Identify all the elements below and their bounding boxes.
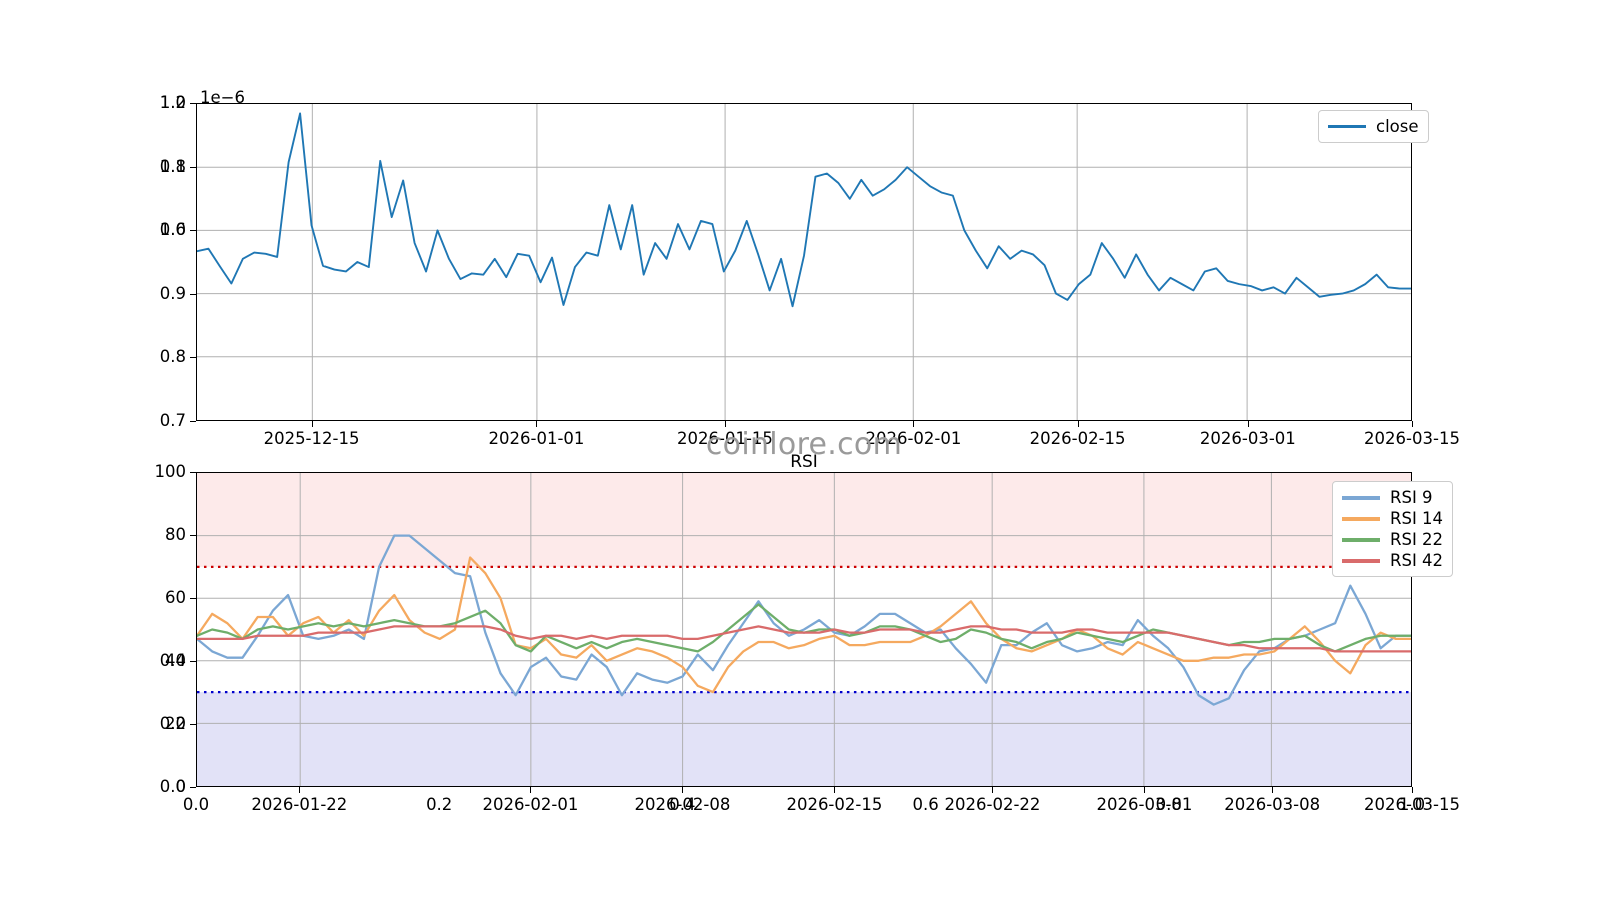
coinlore-watermark: coinlore.com bbox=[705, 427, 903, 462]
rsi-x-tick-label: 2026-02-22 bbox=[944, 795, 1041, 814]
price-y-tick-label: 0.9 bbox=[159, 283, 186, 303]
price-x-tickmark bbox=[311, 421, 313, 427]
rsi-x-tick-label: 2026-03-15 bbox=[1364, 795, 1460, 814]
rsi-y-tickmark bbox=[190, 598, 196, 599]
rsi-y-tickmark bbox=[190, 535, 196, 536]
rsi-y-tickmark bbox=[190, 724, 196, 725]
rsi-y-tick-label: 60 bbox=[165, 587, 186, 607]
rsi-x-tick-label: 2026-02-15 bbox=[786, 795, 883, 814]
legend-color-swatch bbox=[1342, 558, 1380, 563]
rsi-x-tickmark bbox=[530, 787, 532, 793]
rsi-x-tick-label: 2026-01-22 bbox=[251, 795, 348, 814]
price-y-overlay-tick-label: 1.0 bbox=[159, 92, 186, 112]
price-line-chart bbox=[197, 104, 1411, 420]
rsi-x-tickmark bbox=[1144, 787, 1146, 793]
rsi-y-tick-label: 20 bbox=[165, 713, 186, 733]
price-chart-legend: close bbox=[1318, 110, 1429, 143]
price-y-tick-label: 0.7 bbox=[159, 410, 186, 430]
price-x-tick-label: 2026-02-01 bbox=[865, 429, 962, 448]
price-y-tick-label: 1.1 bbox=[159, 156, 186, 176]
price-plot-area bbox=[196, 103, 1412, 421]
price-x-tickmark bbox=[536, 421, 538, 427]
rsi-x-tickmark bbox=[682, 787, 684, 793]
price-axis-offset-text: 1e−6 bbox=[200, 88, 245, 107]
legend-item-label: RSI 42 bbox=[1390, 551, 1444, 570]
legend-item-label: RSI 9 bbox=[1390, 488, 1433, 507]
rsi-x-overlay-tick-label: 0.6 bbox=[912, 795, 939, 814]
rsi-y-tickmark bbox=[190, 661, 196, 662]
rsi-x-overlay-tick-label: 0.2 bbox=[426, 795, 453, 814]
legend-item-label: RSI 22 bbox=[1390, 530, 1444, 549]
price-y-tick-label: 1.2 bbox=[159, 92, 186, 112]
rsi-x-tickmark bbox=[992, 787, 994, 793]
price-y-overlay-tick-label: 0.6 bbox=[159, 219, 186, 239]
rsi-x-overlay-tick-label: 0.4 bbox=[669, 795, 696, 814]
legend-item[interactable]: RSI 22 bbox=[1342, 529, 1443, 550]
price-x-tick-label: 2026-03-01 bbox=[1199, 429, 1296, 448]
price-x-tickmark bbox=[724, 421, 726, 427]
price-y-tickmark bbox=[190, 166, 196, 168]
price-x-tick-label: 2026-01-15 bbox=[677, 429, 773, 448]
rsi-y-overlay-tick-label: 0.2 bbox=[159, 713, 186, 733]
legend-color-swatch bbox=[1328, 125, 1366, 128]
price-y-tickmark bbox=[190, 103, 196, 104]
rsi-x-tick-label: 2026-02-01 bbox=[482, 795, 579, 814]
price-y-overlay-tick-label: 0.8 bbox=[159, 156, 186, 176]
price-x-tick-label: 2026-03-15 bbox=[1364, 429, 1460, 448]
rsi-x-overlay-tick-label: 0.8 bbox=[1155, 795, 1182, 814]
price-y-tick-label: 1.0 bbox=[159, 219, 186, 239]
price-x-tickmark bbox=[1412, 421, 1413, 427]
price-x-tick-label: 2026-01-01 bbox=[488, 429, 585, 448]
rsi-x-tickmark bbox=[1272, 787, 1274, 793]
rsi-chart-legend: RSI 9 RSI 14 RSI 22 RSI 42 bbox=[1332, 481, 1454, 577]
legend-color-swatch bbox=[1342, 516, 1380, 521]
price-x-tick-label: 2025-12-15 bbox=[263, 429, 360, 448]
legend-item[interactable]: RSI 42 bbox=[1342, 550, 1443, 571]
legend-item-label: RSI 14 bbox=[1390, 509, 1444, 528]
price-y-tickmark bbox=[190, 421, 196, 422]
rsi-y-overlay-tick-label: 0.0 bbox=[159, 776, 186, 796]
rsi-chart-title: RSI bbox=[790, 452, 818, 472]
rsi-x-tickmark bbox=[1412, 787, 1413, 793]
rsi-y-tick-label: 0 bbox=[175, 776, 187, 796]
legend-item-label: close bbox=[1376, 117, 1419, 136]
price-x-tickmark bbox=[1247, 421, 1249, 427]
rsi-x-tickmark bbox=[834, 787, 836, 793]
legend-item[interactable]: close bbox=[1328, 116, 1419, 137]
rsi-x-tick-label: 2026-02-08 bbox=[634, 795, 731, 814]
rsi-y-overlay-tick-label: 0.4 bbox=[159, 650, 186, 670]
price-y-tick-label: 0.8 bbox=[159, 347, 186, 367]
price-x-tickmark bbox=[1077, 421, 1079, 427]
price-y-tickmark bbox=[190, 230, 196, 232]
rsi-y-tickmark bbox=[190, 472, 196, 473]
rsi-x-overlay-tick-label: 1.0 bbox=[1398, 795, 1426, 814]
price-y-tickmark bbox=[190, 293, 196, 295]
rsi-y-tick-label: 80 bbox=[165, 524, 186, 544]
rsi-y-tick-label: 40 bbox=[165, 650, 186, 670]
rsi-x-tick-label: 2026-03-01 bbox=[1096, 795, 1193, 814]
legend-color-swatch bbox=[1342, 537, 1380, 542]
legend-item[interactable]: RSI 14 bbox=[1342, 508, 1443, 529]
legend-color-swatch bbox=[1342, 495, 1380, 500]
rsi-y-tick-label: 100 bbox=[154, 461, 187, 481]
rsi-plot-area bbox=[196, 472, 1412, 787]
price-x-tickmark bbox=[913, 421, 915, 427]
price-x-tick-label: 2026-02-15 bbox=[1029, 429, 1126, 448]
rsi-y-tickmark bbox=[190, 787, 196, 788]
rsi-x-overlay-tick-label: 0.0 bbox=[182, 795, 210, 814]
rsi-line-chart bbox=[197, 473, 1411, 786]
rsi-x-tick-label: 2026-03-08 bbox=[1224, 795, 1321, 814]
price-y-tickmark bbox=[190, 357, 196, 359]
rsi-x-tickmark bbox=[299, 787, 301, 793]
legend-item[interactable]: RSI 9 bbox=[1342, 487, 1443, 508]
